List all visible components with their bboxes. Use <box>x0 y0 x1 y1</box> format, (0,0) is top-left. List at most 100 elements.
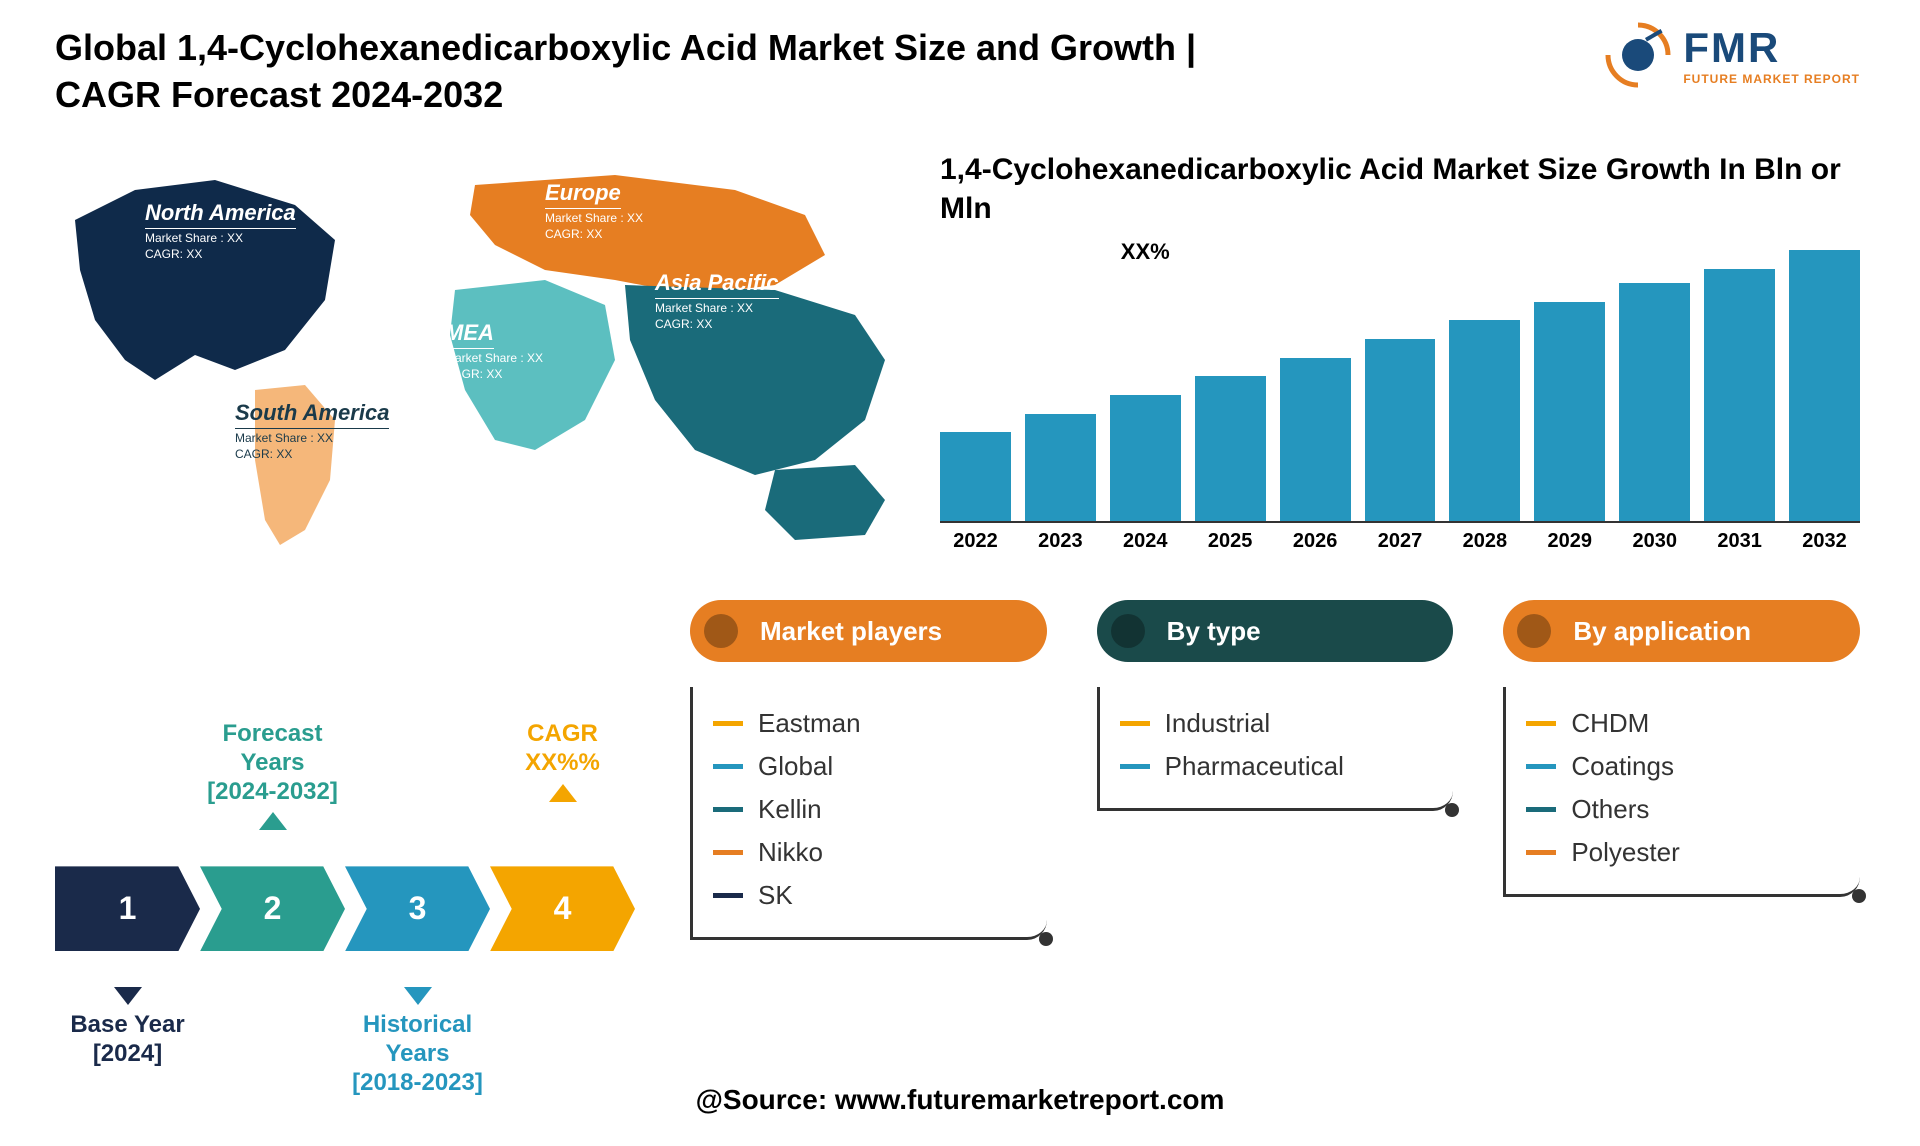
category-item-label: Global <box>758 751 833 782</box>
triangle-down-icon <box>404 987 432 1005</box>
category-item-label: Industrial <box>1165 708 1271 739</box>
bar-annotation: XX% <box>1121 239 1170 265</box>
region-cagr: CAGR: XX <box>235 447 389 461</box>
timeline: Forecast Years [2024-2032] CAGR XX%% 123… <box>55 720 635 1098</box>
region-cagr: CAGR: XX <box>655 317 779 331</box>
region-label-mea: MEA Market Share : XX CAGR: XX <box>445 320 543 381</box>
timeline-chevron-3: 3 <box>345 866 490 951</box>
region-cagr: CAGR: XX <box>145 247 296 261</box>
category-item-label: CHDM <box>1571 708 1649 739</box>
triangle-up-icon <box>259 812 287 830</box>
bar-rect <box>1195 376 1266 521</box>
bar-2028: 2028 <box>1449 320 1520 521</box>
logo-subtitle: FUTURE MARKET REPORT <box>1683 72 1860 86</box>
dash-icon <box>713 807 743 812</box>
category-item-label: Coatings <box>1571 751 1674 782</box>
category-columns: Market players Eastman Global Kellin Nik… <box>690 600 1860 940</box>
bar-rect <box>1449 320 1520 521</box>
bars-container: 2022 2023XX% 2024 2025 2026 2027 2028 20… <box>940 243 1860 523</box>
bar-rect <box>1025 414 1096 521</box>
timeline-top-label: Forecast Years [2024-2032] <box>200 720 345 806</box>
category-market-players: Market players Eastman Global Kellin Nik… <box>690 600 1047 940</box>
dash-icon <box>713 850 743 855</box>
category-item: SK <box>713 874 1047 917</box>
bar-2030: 2030 <box>1619 283 1690 521</box>
bar-year-label: 2023 <box>1038 530 1083 553</box>
category-item: Nikko <box>713 831 1047 874</box>
category-list: Eastman Global Kellin Nikko SK <box>690 687 1047 940</box>
region-share: Market Share : XX <box>545 211 643 225</box>
bar-year-label: 2026 <box>1293 530 1338 553</box>
bar-2026: 2026 <box>1280 358 1351 521</box>
category-item-label: Nikko <box>758 837 823 868</box>
bar-year-label: 2029 <box>1548 530 1593 553</box>
bar-year-label: 2030 <box>1632 530 1677 553</box>
bar-2027: 2027 <box>1365 339 1436 521</box>
dash-icon <box>1526 764 1556 769</box>
category-pill: Market players <box>690 600 1047 662</box>
triangle-down-icon <box>114 987 142 1005</box>
region-share: Market Share : XX <box>655 301 779 315</box>
dash-icon <box>713 893 743 898</box>
bar-year-label: 2032 <box>1802 530 1847 553</box>
fmr-logo: FMR FUTURE MARKET REPORT <box>1603 20 1860 90</box>
category-item: Eastman <box>713 702 1047 745</box>
growth-bar-chart: 1,4-Cyclohexanedicarboxylic Acid Market … <box>940 150 1860 550</box>
timeline-bottom-label: Historical Years [2018-2023] <box>345 1011 490 1097</box>
category-item-label: Polyester <box>1571 837 1679 868</box>
category-list: CHDM Coatings Others Polyester <box>1503 687 1860 897</box>
category-item: Coatings <box>1526 745 1860 788</box>
category-pill: By application <box>1503 600 1860 662</box>
category-item-label: SK <box>758 880 793 911</box>
bar-rect <box>1619 283 1690 521</box>
region-label-north-america: North America Market Share : XX CAGR: XX <box>145 200 296 261</box>
bar-rect <box>940 432 1011 521</box>
category-by-type: By type Industrial Pharmaceutical <box>1097 600 1454 940</box>
source-attribution: @Source: www.futuremarketreport.com <box>696 1084 1225 1116</box>
region-name: North America <box>145 200 296 229</box>
region-label-europe: Europe Market Share : XX CAGR: XX <box>545 180 643 241</box>
timeline-chevron-1: 1 <box>55 866 200 951</box>
region-name: Asia Pacific <box>655 270 779 299</box>
category-list: Industrial Pharmaceutical <box>1097 687 1454 811</box>
category-item: CHDM <box>1526 702 1860 745</box>
category-pill: By type <box>1097 600 1454 662</box>
dash-icon <box>713 721 743 726</box>
category-item: Pharmaceutical <box>1120 745 1454 788</box>
bar-2022: 2022 <box>940 432 1011 521</box>
region-name: South America <box>235 400 389 429</box>
category-by-application: By application CHDM Coatings Others Poly… <box>1503 600 1860 940</box>
region-share: Market Share : XX <box>145 231 296 245</box>
world-map: North America Market Share : XX CAGR: XX… <box>55 160 935 560</box>
bar-2032: XX% 2032 <box>1789 250 1860 521</box>
page-title: Global 1,4-Cyclohexanedicarboxylic Acid … <box>55 25 1255 119</box>
bar-year-label: 2031 <box>1717 530 1762 553</box>
logo-abbr: FMR <box>1683 24 1860 72</box>
category-item-label: Kellin <box>758 794 822 825</box>
timeline-bottom-label: Base Year [2024] <box>55 1011 200 1069</box>
category-item: Kellin <box>713 788 1047 831</box>
bar-2025: 2025 <box>1195 376 1266 521</box>
bar-rect <box>1789 250 1860 521</box>
category-item: Others <box>1526 788 1860 831</box>
category-item: Global <box>713 745 1047 788</box>
category-item: Industrial <box>1120 702 1454 745</box>
bar-rect <box>1704 269 1775 521</box>
bar-year-label: 2024 <box>1123 530 1168 553</box>
region-label-asia-pacific: Asia Pacific Market Share : XX CAGR: XX <box>655 270 779 331</box>
dash-icon <box>1120 764 1150 769</box>
timeline-chevron-2: 2 <box>200 866 345 951</box>
bar-rect <box>1280 358 1351 521</box>
timeline-chevrons: 1234 <box>55 866 635 951</box>
region-name: Europe <box>545 180 621 209</box>
bar-rect <box>1534 302 1605 521</box>
bar-rect <box>1365 339 1436 521</box>
bar-rect <box>1110 395 1181 521</box>
category-item-label: Pharmaceutical <box>1165 751 1344 782</box>
dash-icon <box>1120 721 1150 726</box>
region-cagr: CAGR: XX <box>545 227 643 241</box>
category-item-label: Others <box>1571 794 1649 825</box>
region-australia <box>765 465 885 540</box>
dash-icon <box>713 764 743 769</box>
bar-year-label: 2022 <box>953 530 998 553</box>
